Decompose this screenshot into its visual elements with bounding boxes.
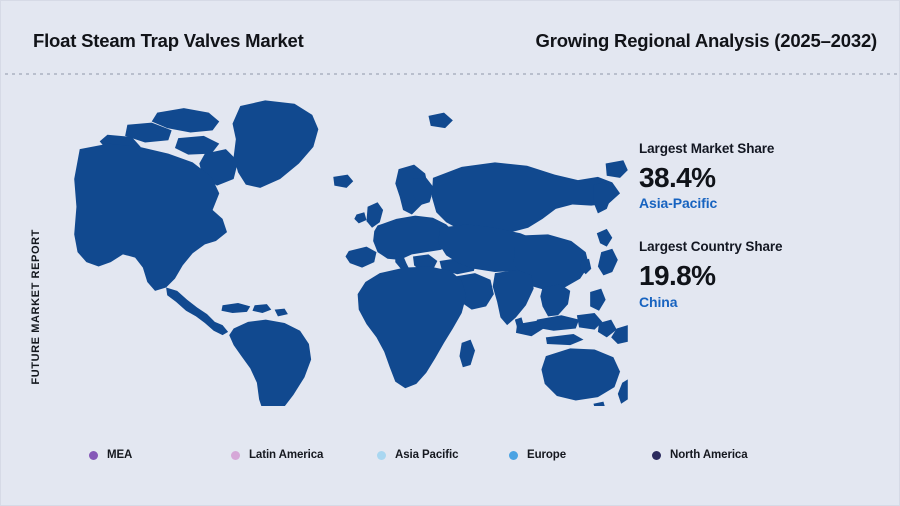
stat-value: 19.8% — [639, 260, 716, 292]
header-divider — [5, 73, 897, 75]
landmass-south-america — [229, 319, 312, 406]
legend-dot-icon — [231, 450, 240, 460]
landmass-tasmania — [593, 401, 605, 406]
legend-item-label: Latin America — [249, 449, 324, 461]
page-title: Float Steam Trap Valves Market — [33, 30, 304, 51]
landmass-russia — [431, 162, 621, 235]
legend-item-label: Europe — [527, 449, 567, 461]
landmass-greenland — [232, 100, 319, 188]
legend-item-label: MEA — [107, 449, 133, 461]
stat-value: 38.4% — [639, 162, 716, 193]
landmass-indonesia — [534, 315, 580, 331]
legend-item-asia-pacific[interactable]: Asia Pacific — [377, 449, 458, 461]
landmass-arctic-islands — [151, 108, 220, 133]
landmass-caribbean-3 — [274, 308, 288, 317]
stat-caption: Largest Market Share — [639, 141, 775, 156]
brand-watermark-label: FUTURE MARKET REPORT — [30, 229, 42, 385]
landmass-java — [545, 334, 584, 346]
landmass-chukotka — [605, 160, 628, 178]
header: Float Steam Trap Valves Market Growing R… — [1, 1, 900, 75]
landmass-caribbean — [221, 303, 251, 313]
stat-caption: Largest Country Share — [639, 239, 783, 255]
legend-dot-icon — [377, 450, 386, 460]
legend-item-europe[interactable]: Europe — [509, 449, 566, 461]
landmass-caribbean-2 — [252, 304, 272, 313]
legend-item-mea[interactable]: MEA — [89, 449, 132, 461]
stat-region: Asia-Pacific — [639, 195, 718, 212]
brand-watermark: FUTURE MARKET REPORT — [30, 39, 42, 385]
header-subtitle: Growing Regional Analysis (2025–2032) — [535, 30, 878, 51]
stat-block-country-share: Largest Country Share 19.8% China — [639, 239, 889, 309]
landmass-africa — [357, 266, 467, 389]
landmass-iceland — [333, 174, 354, 188]
landmass-madagascar — [459, 339, 475, 368]
legend-item-label: North America — [670, 449, 748, 461]
landmass-north-america — [74, 143, 227, 291]
landmass-sulawesi — [597, 319, 617, 338]
legend: MEA Latin America Asia Pacific Europe No… — [89, 449, 789, 469]
landmass-east-asia — [513, 234, 590, 291]
landmass-kamchatka — [593, 182, 613, 214]
legend-item-latin-america[interactable]: Latin America — [231, 449, 323, 461]
landmass-india — [492, 269, 534, 326]
legend-item-north-america[interactable]: North America — [652, 449, 748, 461]
landmass-philippines — [590, 288, 606, 311]
world-map-svg — [74, 100, 628, 406]
landmass-japan — [596, 228, 613, 247]
legend-dot-icon — [509, 450, 518, 460]
landmass-sri-lanka — [514, 317, 524, 328]
stats-panel: Largest Market Share 38.4% Asia-Pacific … — [639, 141, 889, 310]
legend-dot-icon — [652, 450, 661, 460]
landmass-iberia — [345, 246, 377, 268]
landmass-arctic-islands-2 — [125, 122, 172, 143]
landmass-british-isles — [366, 202, 384, 228]
map-landmasses — [74, 100, 628, 406]
landmass-ireland — [354, 212, 367, 224]
landmass-borneo — [576, 313, 603, 330]
legend-item-label: Asia Pacific — [395, 449, 459, 461]
landmass-central-america — [166, 287, 229, 336]
landmass-europe — [373, 215, 457, 260]
landmass-indochina — [540, 284, 571, 317]
landmass-korea — [580, 258, 592, 275]
landmass-arctic-islands-3 — [174, 135, 220, 155]
landmass-new-guinea — [611, 325, 628, 344]
stat-block-market-share: Largest Market Share 38.4% Asia-Pacific — [639, 141, 889, 211]
landmass-japan-2 — [597, 248, 618, 276]
world-map — [71, 96, 631, 406]
landmass-new-zealand — [617, 379, 628, 404]
legend-dot-icon — [89, 450, 98, 460]
landmass-scandinavia-2 — [413, 177, 435, 206]
stat-region: China — [639, 293, 678, 310]
landmass-australia — [541, 348, 621, 401]
landmass-svalbard — [428, 112, 453, 129]
